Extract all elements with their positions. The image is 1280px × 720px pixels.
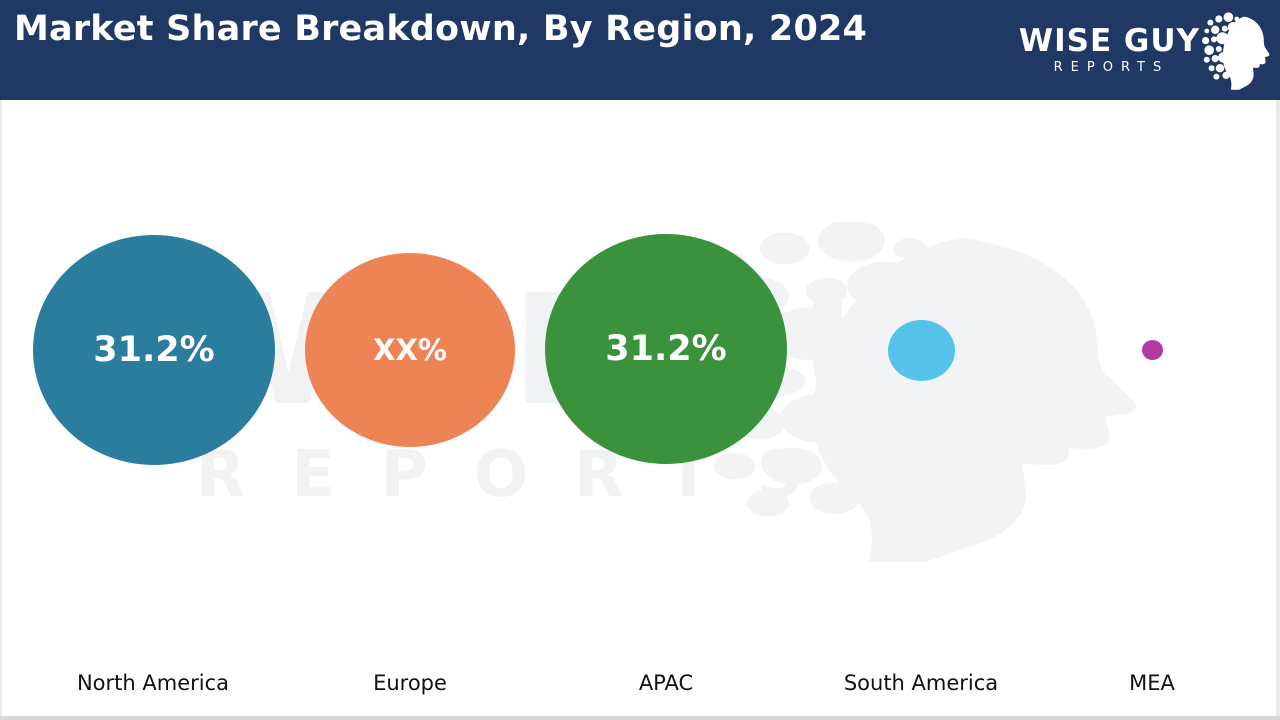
page-edge-bottom xyxy=(0,716,1280,720)
bubble-south-america xyxy=(888,320,955,381)
bubble-chart: WISE GUY REPORTS 31.2% XX% 31.2% North A… xyxy=(0,100,1280,720)
header: Market Share Breakdown, By Region, 2024 … xyxy=(0,0,1280,100)
page-title: Market Share Breakdown, By Region, 2024 xyxy=(14,9,868,49)
logo-wordmark-line2: REPORTS xyxy=(1053,60,1170,76)
bubble-mea xyxy=(1142,340,1163,360)
wise-guy-reports-logo: WISE GUY REPORTS xyxy=(1019,0,1274,100)
page-edge-left xyxy=(0,100,2,720)
category-label-south-america: South America xyxy=(843,671,999,695)
bubble-value-north-america: 31.2% xyxy=(93,329,215,370)
logo-wordmark: WISE GUY REPORTS xyxy=(1019,25,1200,76)
category-label-europe: Europe xyxy=(373,671,447,695)
bubble-value-europe: XX% xyxy=(373,332,447,367)
category-label-mea: MEA xyxy=(1129,671,1175,695)
bubble-value-apac: 31.2% xyxy=(605,328,727,369)
wise-guy-head-icon xyxy=(1202,12,1270,90)
bubble-europe: XX% xyxy=(305,253,515,447)
bubble-apac: 31.2% xyxy=(545,234,787,464)
category-label-apac: APAC xyxy=(638,671,694,695)
logo-wordmark-line1: WISE GUY xyxy=(1018,22,1200,59)
bubble-north-america: 31.2% xyxy=(33,235,275,465)
page-edge-right xyxy=(1276,100,1280,720)
category-label-north-america: North America xyxy=(76,671,230,695)
